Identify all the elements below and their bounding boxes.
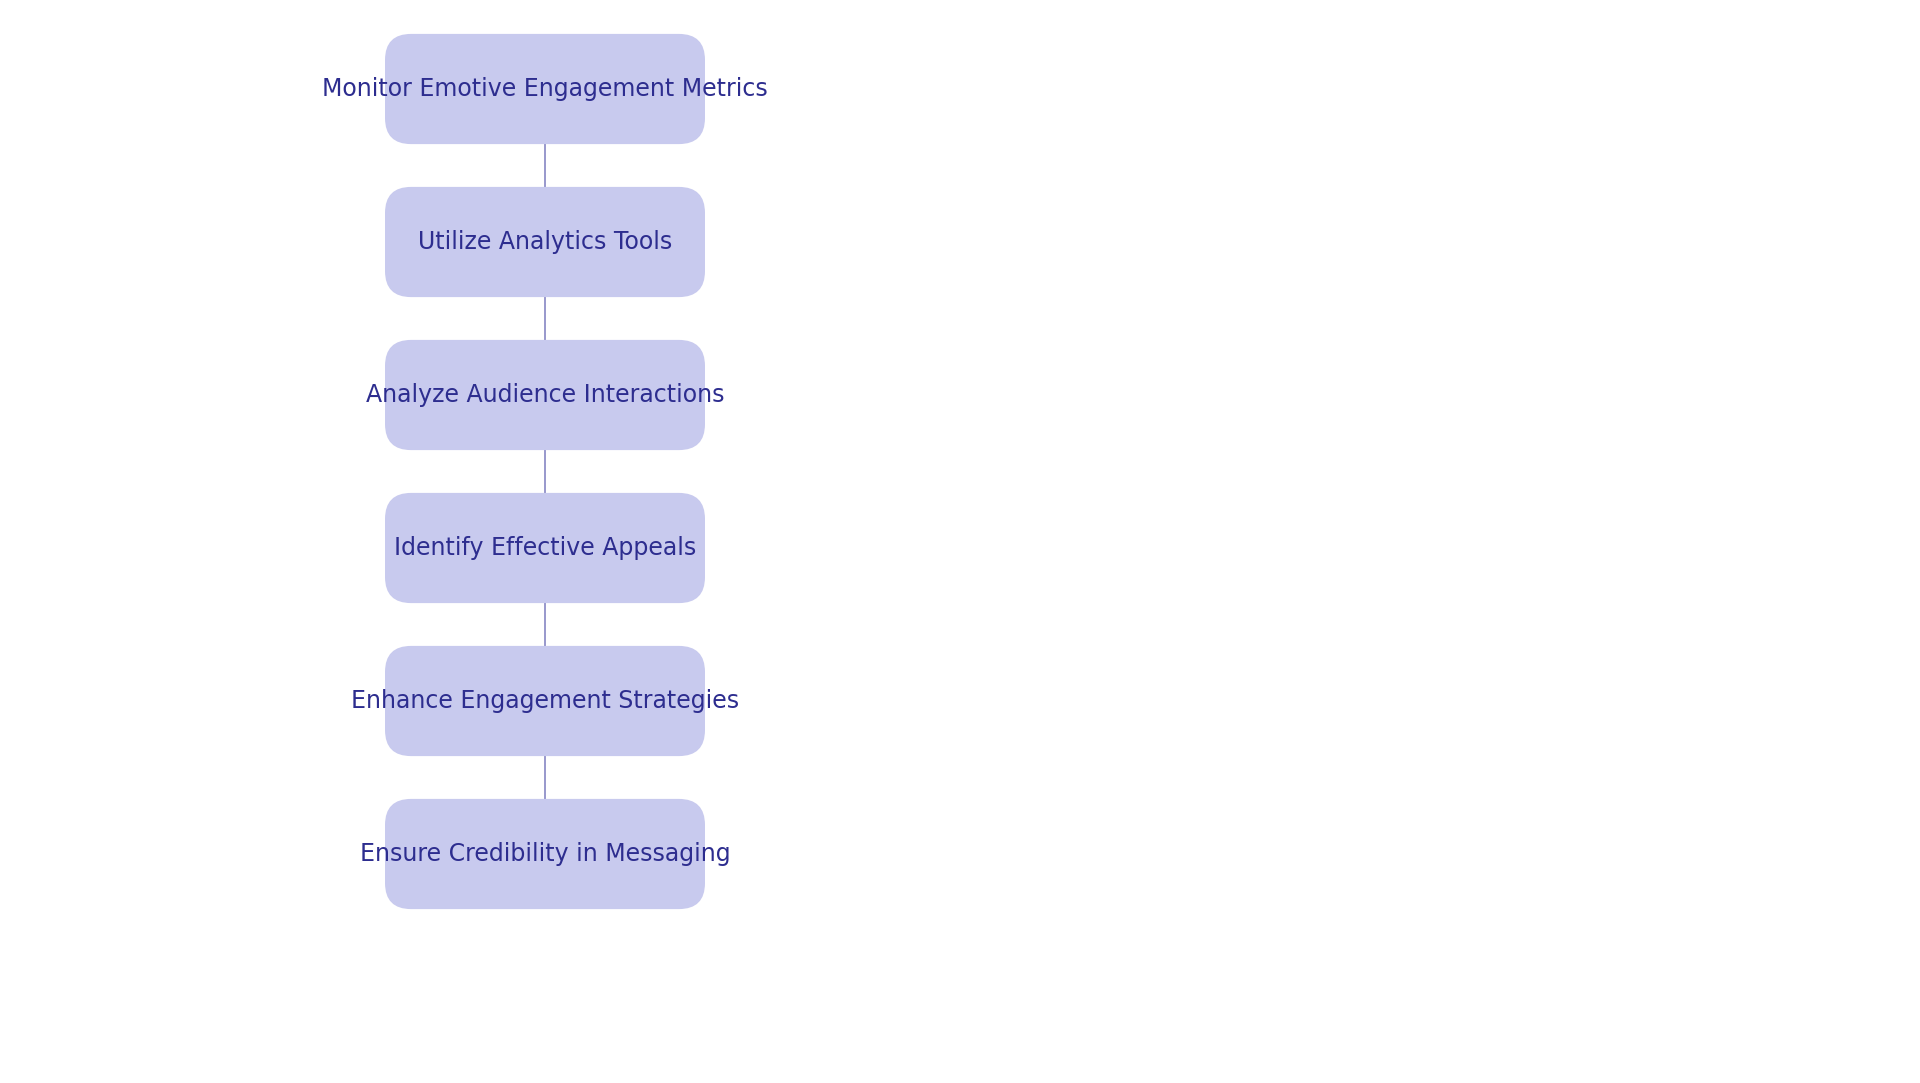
FancyBboxPatch shape bbox=[386, 340, 705, 451]
FancyBboxPatch shape bbox=[386, 645, 705, 756]
Text: Ensure Credibility in Messaging: Ensure Credibility in Messaging bbox=[359, 841, 730, 866]
FancyBboxPatch shape bbox=[386, 187, 705, 297]
Text: Enhance Engagement Strategies: Enhance Engagement Strategies bbox=[351, 689, 739, 713]
FancyBboxPatch shape bbox=[386, 34, 705, 144]
Text: Analyze Audience Interactions: Analyze Audience Interactions bbox=[365, 383, 724, 407]
Text: Monitor Emotive Engagement Metrics: Monitor Emotive Engagement Metrics bbox=[323, 77, 768, 101]
Text: Identify Effective Appeals: Identify Effective Appeals bbox=[394, 536, 697, 560]
FancyBboxPatch shape bbox=[386, 493, 705, 603]
Text: Utilize Analytics Tools: Utilize Analytics Tools bbox=[419, 230, 672, 255]
FancyBboxPatch shape bbox=[386, 799, 705, 909]
